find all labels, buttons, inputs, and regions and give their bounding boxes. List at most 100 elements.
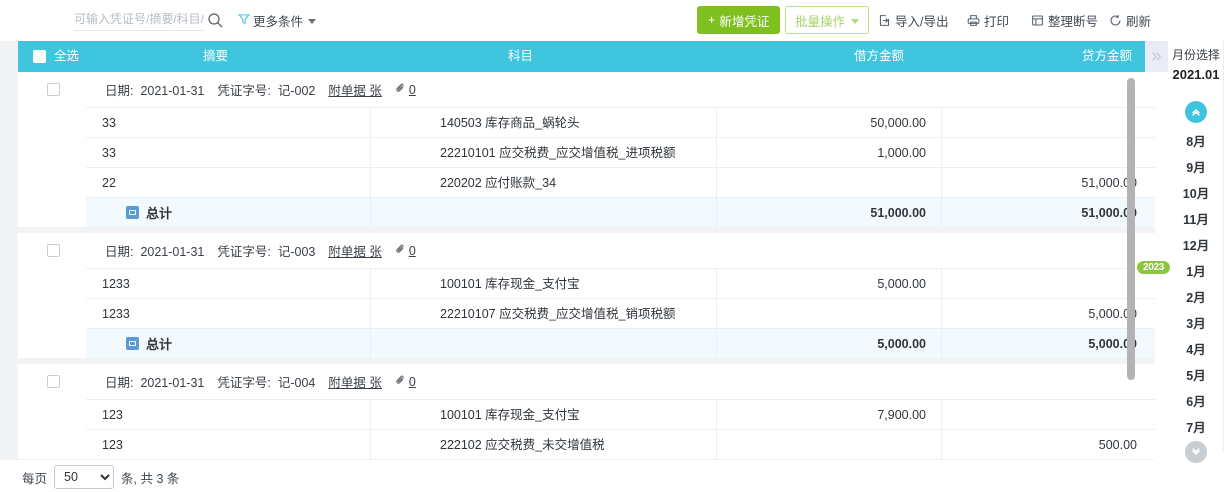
voucher-total-row: 总计 51,000.00 51,000.00 [86, 197, 1155, 228]
select-all-label: 全选 [54, 49, 80, 63]
entry-account: 22210101 应交税费_应交增值税_进项税额 [370, 137, 710, 168]
fix-numbering-button[interactable]: 整理断号 [1031, 11, 1098, 30]
printer-icon [967, 14, 980, 27]
total-label-cell: 总计 [126, 334, 406, 353]
date-value: 2021-01-31 [140, 245, 205, 259]
month-item-6月[interactable]: 6月 [1186, 395, 1206, 409]
entry-debit: 7,900.00 [716, 399, 941, 430]
voucher-total-row: 总计 5,000.00 5,000.00 [86, 328, 1155, 359]
voucher-no-label: 凭证字号: [217, 376, 271, 390]
voucher-no-label: 凭证字号: [217, 84, 271, 98]
table-vertical-scrollbar[interactable] [1127, 78, 1135, 380]
month-item-7月[interactable]: 7月 [1186, 421, 1206, 435]
more-conditions-dropdown[interactable]: 更多条件 [238, 11, 317, 30]
entry-summary: 1233 [102, 276, 130, 291]
year-badge: 2023 [1137, 261, 1171, 274]
refresh-button[interactable]: 刷新 [1109, 11, 1151, 30]
chevron-double-up-icon[interactable] [1185, 101, 1207, 123]
entry-debit: 5,000.00 [716, 268, 941, 299]
voucher-checkbox[interactable] [47, 244, 60, 257]
total-label: 总计 [146, 206, 173, 221]
left-rail [0, 41, 18, 460]
attachment-sheets-link[interactable]: 附单据 张 [328, 245, 382, 259]
attachment-sheets-link[interactable]: 附单据 张 [328, 376, 382, 390]
column-header-account: 科目 [508, 49, 534, 63]
date-value: 2021-01-31 [140, 376, 205, 390]
month-item-4月[interactable]: 4月 [1186, 343, 1206, 357]
month-panel-divider [1168, 88, 1224, 99]
month-item-11月[interactable]: 11月 [1183, 213, 1209, 227]
entry-row[interactable]: 22 220202 应付账款_34 51,000.00 [86, 167, 1155, 198]
total-credit: 51,000.00 [941, 197, 1155, 228]
add-voucher-label: 新增凭证 [719, 14, 770, 29]
voucher-meta: 日期: 2021-01-31 凭证字号: 记-002 附单据 张 0 [105, 80, 416, 99]
month-item-5月[interactable]: 5月 [1186, 369, 1206, 383]
month-item-1月[interactable]: 1月 2023 [1137, 257, 1224, 283]
voucher-header: 日期: 2021-01-31 凭证字号: 记-002 附单据 张 0 [18, 72, 1155, 107]
entry-credit [941, 268, 1155, 299]
paperclip-icon [395, 244, 406, 258]
filter-icon [238, 13, 250, 28]
entry-row[interactable]: 1233 22210107 应交税费_应交增值税_销项税额 5,000.00 [86, 298, 1155, 329]
entry-summary: 123 [102, 437, 123, 452]
voucher-number: 凭证字号: 记-004 [217, 372, 315, 391]
page-size-select[interactable]: 102050100 [54, 465, 115, 489]
attachment-count-link[interactable]: 0 [395, 375, 416, 389]
entry-row[interactable]: 33 22210101 应交税费_应交增值税_进项税额 1,000.00 [86, 137, 1155, 168]
entry-account: 220202 应付账款_34 [370, 167, 710, 198]
voucher-checkbox[interactable] [47, 83, 60, 96]
total-count-text: 条, 共 3 条 [121, 468, 179, 487]
entry-account: 140503 库存商品_蜗轮头 [370, 107, 710, 138]
month-item-8月[interactable]: 8月 [1186, 135, 1206, 149]
attachment-count-link[interactable]: 0 [395, 244, 416, 258]
entry-summary: 1233 [102, 306, 130, 321]
voucher-table: 全选 摘要 科目 借方金额 贷方金额 日期: 2021-01-31 凭证字号: 记… [18, 41, 1155, 460]
entry-debit [716, 298, 941, 329]
unit-suffix: 条 [166, 471, 180, 486]
add-voucher-button[interactable]: + 新增凭证 [697, 6, 781, 34]
calculator-icon [126, 337, 139, 350]
top-toolbar: 更多条件 + 新增凭证 批量操作 导入/导出 [0, 0, 1224, 41]
voucher-block: 日期: 2021-01-31 凭证字号: 记-003 附单据 张 0 1233 10010… [18, 233, 1155, 364]
entry-credit: 500.00 [941, 429, 1155, 460]
entry-debit [716, 167, 941, 198]
paperclip-icon [395, 83, 406, 97]
voucher-header: 日期: 2021-01-31 凭证字号: 记-004 附单据 张 0 [18, 364, 1155, 399]
attachment-count-link[interactable]: 0 [395, 83, 416, 97]
column-header-summary: 摘要 [203, 49, 229, 63]
voucher-meta: 日期: 2021-01-31 凭证字号: 记-004 附单据 张 0 [105, 372, 416, 391]
entry-account: 100101 库存现金_支付宝 [370, 399, 710, 430]
entry-row[interactable]: 123 100101 库存现金_支付宝 7,900.00 [86, 399, 1155, 430]
collapse-panel-toggle[interactable] [1145, 41, 1168, 72]
voucher-date: 日期: 2021-01-31 [105, 372, 204, 391]
print-button[interactable]: 打印 [967, 11, 1009, 30]
entry-row[interactable]: 1233 100101 库存现金_支付宝 5,000.00 [86, 268, 1155, 299]
search-input[interactable] [74, 11, 204, 28]
voucher-entries: 33 140503 库存商品_蜗轮头 50,000.00 33 22210101 应交税… [86, 107, 1155, 228]
month-item-9月[interactable]: 9月 [1186, 161, 1206, 175]
batch-operations-button[interactable]: 批量操作 [785, 6, 870, 34]
entry-debit: 50,000.00 [716, 107, 941, 138]
entry-row[interactable]: 33 140503 库存商品_蜗轮头 50,000.00 [86, 107, 1155, 138]
month-item-10月[interactable]: 10月 [1182, 187, 1210, 201]
attachment-count-value: 0 [408, 374, 416, 389]
refresh-label: 刷新 [1126, 15, 1152, 29]
import-export-button[interactable]: 导入/导出 [878, 11, 948, 30]
voucher-checkbox[interactable] [47, 375, 60, 388]
month-item-3月[interactable]: 3月 [1186, 317, 1206, 331]
chevron-double-down-icon[interactable] [1185, 441, 1207, 463]
entry-row[interactable]: 123 222102 应交税费_未交增值税 500.00 [86, 429, 1155, 460]
column-header-debit: 借方金额 [853, 49, 904, 63]
entry-credit [941, 137, 1155, 168]
entry-account: 22210107 应交税费_应交增值税_销项税额 [370, 298, 710, 329]
search-icon[interactable] [204, 9, 226, 31]
select-all-checkbox[interactable] [33, 50, 46, 63]
month-selector-panel: 月份选择 2021.01 8月 9月 10月 11月 12月 1月 2023 2月 3月 4月 5月… [1137, 41, 1224, 463]
pagination-bar: 每页 102050100 条, 共 3 条 [0, 462, 1224, 492]
attachment-sheets-link[interactable]: 附单据 张 [328, 84, 382, 98]
month-item-12月[interactable]: 12月 [1182, 239, 1210, 253]
select-all-control[interactable]: 全选 [33, 41, 79, 72]
per-page-label: 每页 [22, 471, 48, 486]
month-item-2月[interactable]: 2月 [1186, 291, 1206, 305]
